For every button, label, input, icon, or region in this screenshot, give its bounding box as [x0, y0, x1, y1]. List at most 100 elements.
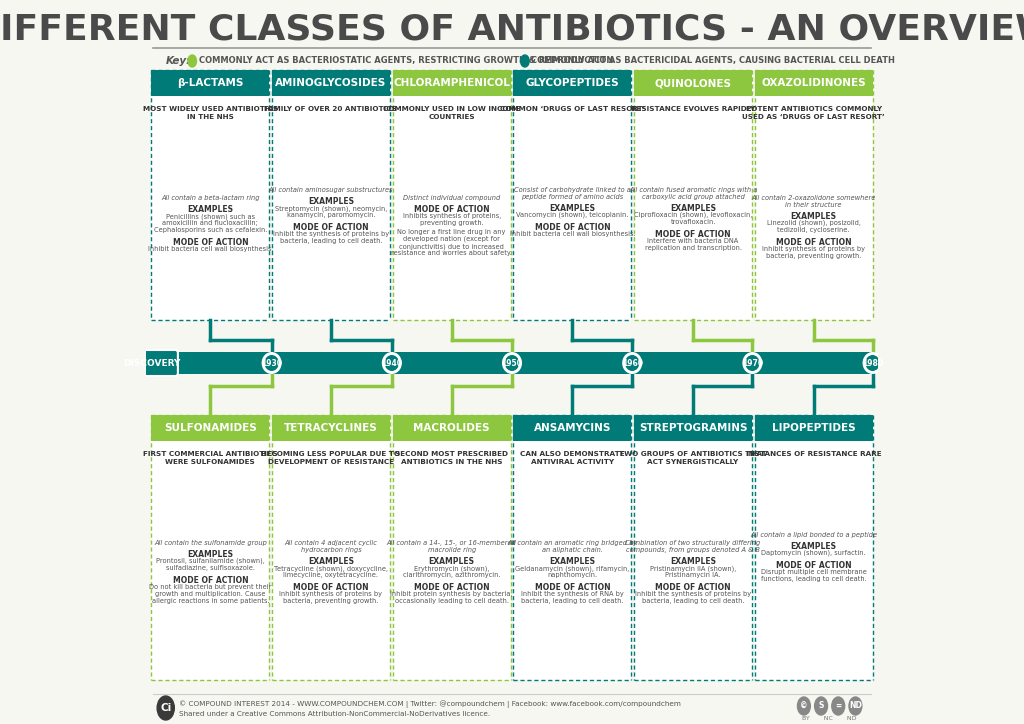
Ellipse shape: [382, 352, 401, 374]
Text: replication and transcription.: replication and transcription.: [644, 245, 741, 251]
Text: Erythromycin (shown),: Erythromycin (shown),: [414, 565, 489, 571]
Text: Consist of carbohydrate linked to a: Consist of carbohydrate linked to a: [514, 187, 631, 193]
Circle shape: [798, 697, 810, 715]
Text: INSTANCES OF RESISTANCE RARE: INSTANCES OF RESISTANCE RARE: [745, 451, 882, 457]
Circle shape: [831, 697, 845, 715]
Bar: [641, 118, 744, 183]
Bar: [159, 126, 262, 191]
Text: Streptomycin (shown), neomycin,: Streptomycin (shown), neomycin,: [274, 205, 387, 211]
Bar: [762, 126, 865, 191]
Text: All contain aminosugar substructures: All contain aminosugar substructures: [268, 187, 393, 193]
Text: Key:: Key:: [166, 56, 191, 66]
Text: allergic reactions in some patients.: allergic reactions in some patients.: [152, 598, 269, 604]
Bar: [393, 415, 511, 441]
Text: EXAMPLES: EXAMPLES: [308, 197, 354, 206]
Text: IN THE NHS: IN THE NHS: [187, 114, 233, 120]
Text: MODE OF ACTION: MODE OF ACTION: [172, 576, 248, 585]
Ellipse shape: [745, 355, 760, 371]
Bar: [513, 70, 631, 96]
Text: QUINOLONES: QUINOLONES: [654, 78, 731, 88]
Text: naphthomycin.: naphthomycin.: [547, 572, 597, 578]
Text: macrolide ring: macrolide ring: [428, 547, 476, 553]
Text: bacteria, leading to cell death.: bacteria, leading to cell death.: [642, 598, 744, 604]
Text: ANTIBIOTICS IN THE NHS: ANTIBIOTICS IN THE NHS: [401, 459, 503, 465]
Text: TETRACYCLINES: TETRACYCLINES: [284, 423, 378, 433]
Text: 1930: 1930: [261, 358, 283, 368]
Text: MODE OF ACTION: MODE OF ACTION: [535, 583, 610, 592]
Ellipse shape: [862, 352, 883, 374]
Text: All contain a lipid bonded to a peptide: All contain a lipid bonded to a peptide: [751, 532, 878, 538]
Text: 1950: 1950: [502, 358, 522, 368]
Text: MODE OF ACTION: MODE OF ACTION: [172, 238, 248, 247]
Bar: [159, 471, 262, 536]
Bar: [393, 70, 511, 320]
Text: Inhibit bacteria cell wall biosynthesis.: Inhibit bacteria cell wall biosynthesis.: [510, 231, 635, 237]
Text: resistance and worries about safety.: resistance and worries about safety.: [391, 250, 512, 256]
Text: Cephalosporins such as cefalexin.: Cephalosporins such as cefalexin.: [154, 227, 267, 233]
Bar: [272, 70, 390, 96]
Ellipse shape: [742, 352, 763, 374]
Text: Combination of two structurally differing: Combination of two structurally differin…: [626, 540, 761, 546]
Text: SECOND MOST PRESCRIBED: SECOND MOST PRESCRIBED: [395, 451, 508, 457]
Text: Inhibits synthesis of proteins,: Inhibits synthesis of proteins,: [402, 213, 501, 219]
Bar: [641, 471, 744, 536]
Text: Penicillins (shown) such as: Penicillins (shown) such as: [166, 213, 255, 219]
Text: Inhibit bacteria cell wall biosynthesis.: Inhibit bacteria cell wall biosynthesis.: [147, 246, 273, 252]
Ellipse shape: [865, 355, 880, 371]
Text: functions, leading to cell death.: functions, leading to cell death.: [761, 576, 866, 582]
Ellipse shape: [502, 352, 522, 374]
Text: peptide formed of amino acids: peptide formed of amino acids: [521, 194, 624, 200]
Text: Tetracycline (shown), doxycycline,: Tetracycline (shown), doxycycline,: [274, 565, 388, 571]
Text: © COMPOUND INTEREST 2014 - WWW.COMPOUNDCHEM.COM | Twitter: @compoundchem | Faceb: © COMPOUND INTEREST 2014 - WWW.COMPOUNDC…: [178, 700, 681, 708]
Bar: [513, 415, 631, 441]
Text: USED AS ‘DRUGS OF LAST RESORT’: USED AS ‘DRUGS OF LAST RESORT’: [742, 114, 885, 120]
Text: MODE OF ACTION: MODE OF ACTION: [414, 583, 489, 592]
Text: Inhibit the synthesis of proteins by: Inhibit the synthesis of proteins by: [635, 591, 751, 597]
Text: All contain 2-oxazolidone somewhere: All contain 2-oxazolidone somewhere: [752, 195, 876, 201]
Text: DEVELOPMENT OF RESISTANCE: DEVELOPMENT OF RESISTANCE: [268, 459, 394, 465]
Text: Geldanamycin (shown), rifamycin,: Geldanamycin (shown), rifamycin,: [515, 565, 630, 571]
Circle shape: [520, 55, 529, 67]
Text: EXAMPLES: EXAMPLES: [791, 542, 837, 551]
Text: 1980: 1980: [862, 358, 883, 368]
Text: amoxicillin and flucloxacillin;: amoxicillin and flucloxacillin;: [163, 220, 258, 226]
Text: EXAMPLES: EXAMPLES: [670, 557, 716, 566]
Bar: [634, 415, 752, 680]
Circle shape: [815, 697, 827, 715]
Text: =: =: [836, 702, 842, 710]
Text: MODE OF ACTION: MODE OF ACTION: [293, 223, 369, 232]
Text: COMMONLY ACT AS BACTERICIDAL AGENTS, CAUSING BACTERIAL CELL DEATH: COMMONLY ACT AS BACTERICIDAL AGENTS, CAU…: [531, 56, 895, 65]
Text: RESISTANCE EVOLVES RAPIDLY: RESISTANCE EVOLVES RAPIDLY: [631, 106, 755, 112]
Text: All contain an aromatic ring bridged by: All contain an aromatic ring bridged by: [507, 540, 638, 546]
Bar: [400, 471, 504, 536]
Ellipse shape: [261, 352, 282, 374]
Bar: [634, 70, 752, 320]
Text: Pristinamycin IA.: Pristinamycin IA.: [666, 572, 721, 578]
Ellipse shape: [264, 355, 279, 371]
Text: All contain 4 adjacent cyclic: All contain 4 adjacent cyclic: [285, 540, 378, 546]
Bar: [634, 70, 752, 96]
Circle shape: [157, 696, 174, 720]
Text: FAMILY OF OVER 20 ANTIBIOTICS: FAMILY OF OVER 20 ANTIBIOTICS: [264, 106, 397, 112]
Text: TWO GROUPS OF ANTIBIOTICS THAT: TWO GROUPS OF ANTIBIOTICS THAT: [620, 451, 767, 457]
Text: conjunctivitis) due to increased: conjunctivitis) due to increased: [399, 243, 504, 250]
Text: Distinct individual compound: Distinct individual compound: [403, 195, 501, 201]
Text: POTENT ANTIBIOTICS COMMONLY: POTENT ANTIBIOTICS COMMONLY: [745, 106, 882, 112]
Text: MODE OF ACTION: MODE OF ACTION: [655, 583, 731, 592]
Text: LIPOPEPTIDES: LIPOPEPTIDES: [772, 423, 855, 433]
Text: MOST WIDELY USED ANTIBIOTICS: MOST WIDELY USED ANTIBIOTICS: [142, 106, 278, 112]
Text: clarithromycin, azithromycin.: clarithromycin, azithromycin.: [402, 572, 501, 578]
Bar: [280, 118, 383, 183]
Text: MODE OF ACTION: MODE OF ACTION: [293, 583, 369, 592]
Text: Ciprofloxacin (shown), levofloxacin,: Ciprofloxacin (shown), levofloxacin,: [634, 212, 753, 219]
Text: Inhibit synthesis of proteins by: Inhibit synthesis of proteins by: [762, 246, 865, 252]
Text: bacteria, preventing growth.: bacteria, preventing growth.: [284, 598, 379, 604]
Text: compounds, from groups denoted A & B: compounds, from groups denoted A & B: [626, 547, 760, 553]
Text: developed nation (except for: developed nation (except for: [403, 236, 500, 243]
Bar: [755, 415, 872, 441]
Bar: [152, 70, 269, 96]
Text: All contain a 14-, 15-, or 16-membered: All contain a 14-, 15-, or 16-membered: [387, 540, 516, 546]
Ellipse shape: [385, 355, 399, 371]
Text: All contain the sulfonamide group: All contain the sulfonamide group: [154, 540, 267, 546]
Text: MODE OF ACTION: MODE OF ACTION: [776, 561, 852, 570]
